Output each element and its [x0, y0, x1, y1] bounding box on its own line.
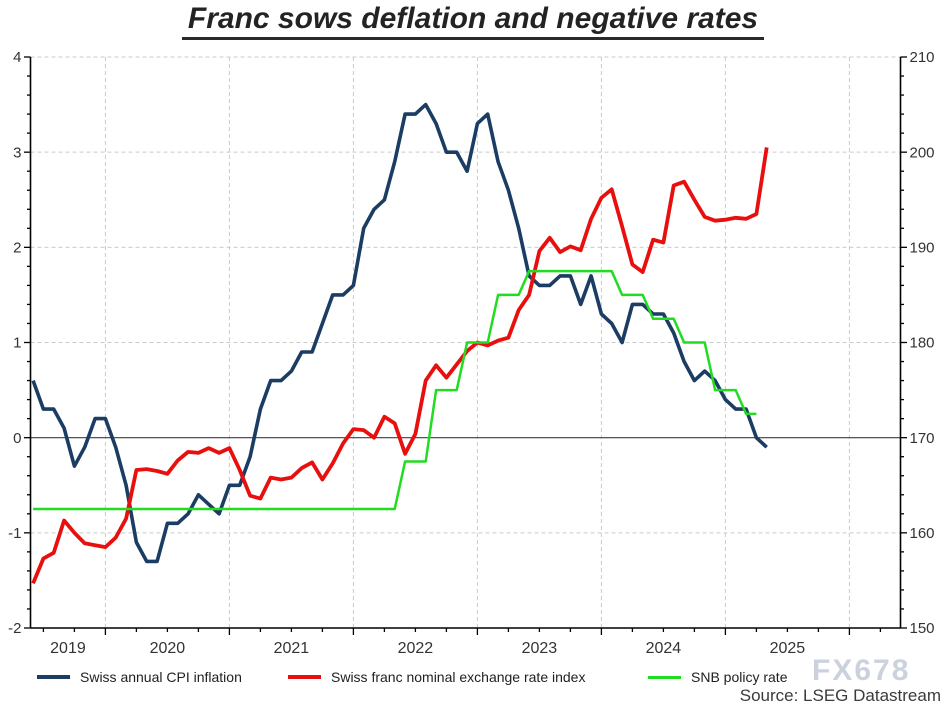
legend-label-cpi: Swiss annual CPI inflation: [80, 669, 242, 685]
left-axis-tick-label: 2: [13, 240, 21, 257]
page-title: Franc sows deflation and negative rates: [181, 2, 765, 40]
right-axis-tick-label: 200: [910, 144, 935, 161]
left-axis-tick-label: 3: [13, 144, 21, 161]
right-axis-tick-label: 210: [910, 49, 935, 66]
right-axis-tick-label: 150: [910, 620, 935, 637]
legend-item-cpi: Swiss annual CPI inflation: [37, 665, 242, 689]
series-line-snb_policy_rate: [33, 269, 757, 511]
legend-item-snb-policy-rate: SNB policy rate: [648, 665, 787, 689]
right-axis-tick-label: 180: [910, 335, 935, 352]
legend: Swiss annual CPI inflation Swiss franc n…: [0, 665, 946, 691]
left-axis-tick-label: -2: [8, 620, 21, 637]
source-caption: Source: LSEG Datastream: [739, 686, 941, 705]
x-axis-year-label: 2022: [398, 640, 434, 657]
legend-item-franc-index: Swiss franc nominal exchange rate index: [288, 665, 585, 689]
x-axis-year-label: 2024: [646, 640, 682, 657]
watermark: FX678: [812, 654, 911, 687]
x-axis-year-label: 2025: [770, 640, 806, 657]
x-axis-year-label: 2020: [150, 640, 186, 657]
x-axis-year-label: 2021: [274, 640, 310, 657]
right-axis-tick-label: 170: [910, 430, 935, 447]
legend-swatch-snb-policy-rate: [648, 675, 681, 679]
legend-label-franc-index: Swiss franc nominal exchange rate index: [331, 669, 586, 685]
series-line-franc_index: [31, 147, 769, 585]
left-axis-tick-label: 1: [13, 335, 21, 352]
left-axis-tick-label: 4: [13, 49, 21, 66]
left-axis-tick-label: -1: [8, 525, 21, 542]
legend-swatch-cpi: [37, 675, 70, 679]
right-axis-tick-label: 190: [910, 240, 935, 257]
legend-swatch-franc-index: [288, 675, 321, 679]
left-axis-tick-label: 0: [13, 430, 21, 447]
title-bar: Franc sows deflation and negative rates: [0, 2, 946, 40]
right-axis-tick-label: 160: [910, 525, 935, 542]
x-axis-year-label: 2019: [50, 640, 86, 657]
legend-label-snb-policy-rate: SNB policy rate: [691, 669, 788, 685]
x-axis-year-label: 2023: [522, 640, 558, 657]
series-line-cpi: [31, 102, 768, 564]
